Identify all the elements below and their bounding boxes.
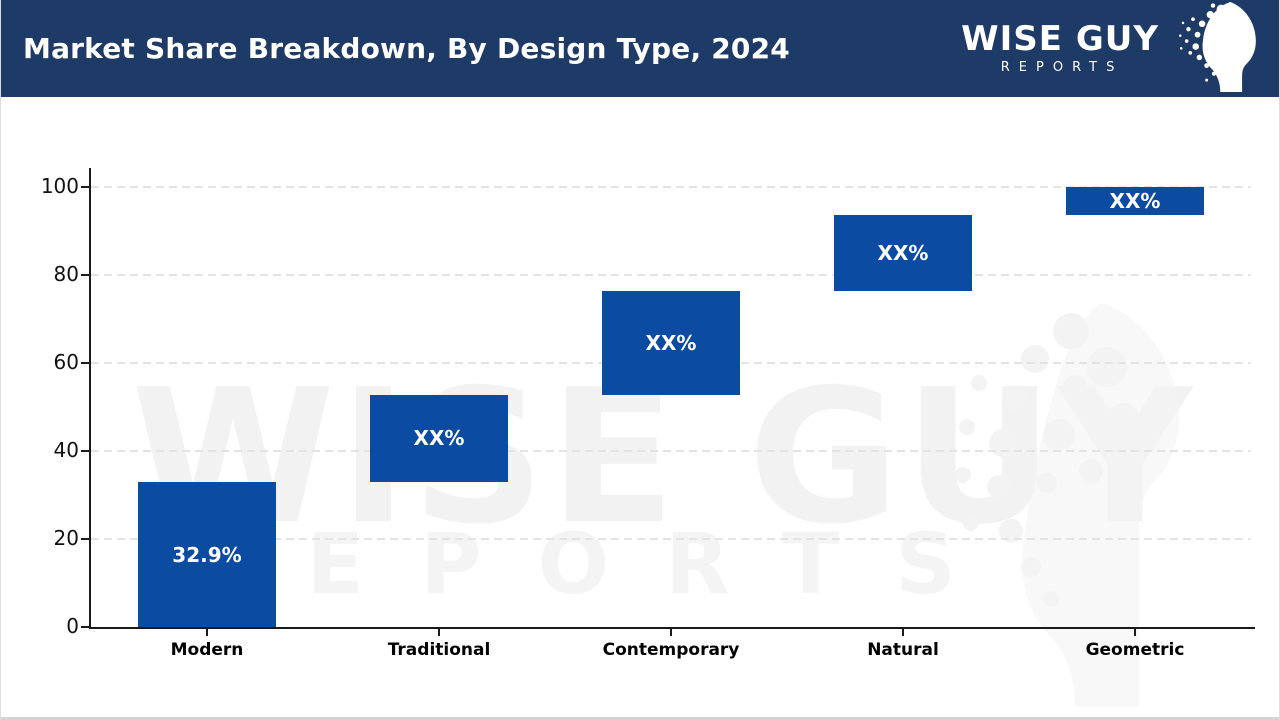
x-tick-mark	[1134, 629, 1136, 636]
bar-value-label: XX%	[413, 426, 465, 451]
x-tick-mark	[206, 629, 208, 636]
bar: 32.9%	[138, 482, 276, 627]
bar-value-label: 32.9%	[172, 542, 242, 567]
watermark-subtitle: REPORTS	[186, 515, 1012, 613]
logo-face-icon	[1163, 0, 1263, 98]
watermark-face-icon	[931, 287, 1191, 711]
logo-wordmark: WISE GUY	[961, 19, 1159, 59]
x-category-label: Contemporary	[602, 640, 740, 660]
header: Market Share Breakdown, By Design Type, …	[1, 0, 1279, 97]
x-category-label: Natural	[867, 640, 939, 660]
logo: WISE GUY REPORTS	[961, 0, 1263, 98]
footer-strip	[1, 717, 1279, 720]
y-tick-mark	[81, 626, 89, 628]
gridline	[91, 274, 1251, 276]
x-tick-mark	[670, 629, 672, 636]
y-tick-mark	[81, 362, 89, 364]
bar-value-label: XX%	[1109, 188, 1161, 213]
gridline	[91, 538, 1251, 540]
x-category-label: Traditional	[387, 640, 491, 660]
y-tick-mark	[81, 450, 89, 452]
y-tick-label: 20	[53, 526, 79, 550]
gridline	[91, 186, 1251, 188]
x-tick-mark	[902, 629, 904, 636]
x-axis	[89, 627, 1255, 629]
x-tick-mark	[438, 629, 440, 636]
y-tick-label: 60	[53, 350, 79, 374]
y-tick-label: 40	[53, 438, 79, 462]
x-category-label: Geometric	[1085, 640, 1185, 660]
x-category-label: Modern	[170, 640, 244, 660]
y-tick-mark	[81, 274, 89, 276]
bar: XX%	[1066, 187, 1204, 215]
y-tick-label: 0	[66, 614, 79, 638]
y-axis	[89, 168, 91, 629]
y-tick-label: 100	[40, 174, 79, 198]
bar: XX%	[602, 290, 740, 395]
gridline	[91, 450, 1251, 452]
page-title: Market Share Breakdown, By Design Type, …	[23, 32, 790, 65]
y-tick-mark	[81, 538, 89, 540]
bar: XX%	[370, 394, 508, 483]
chart-area: WISE GUY REPORTS 0 20 4	[1, 97, 1279, 717]
y-tick-mark	[81, 186, 89, 188]
logo-subtitle: REPORTS	[1000, 60, 1124, 75]
y-tick-label: 80	[53, 262, 79, 286]
bar-value-label: XX%	[645, 330, 697, 355]
bar-value-label: XX%	[877, 240, 929, 265]
bar: XX%	[834, 214, 972, 291]
logo-text: WISE GUY REPORTS	[961, 22, 1159, 75]
